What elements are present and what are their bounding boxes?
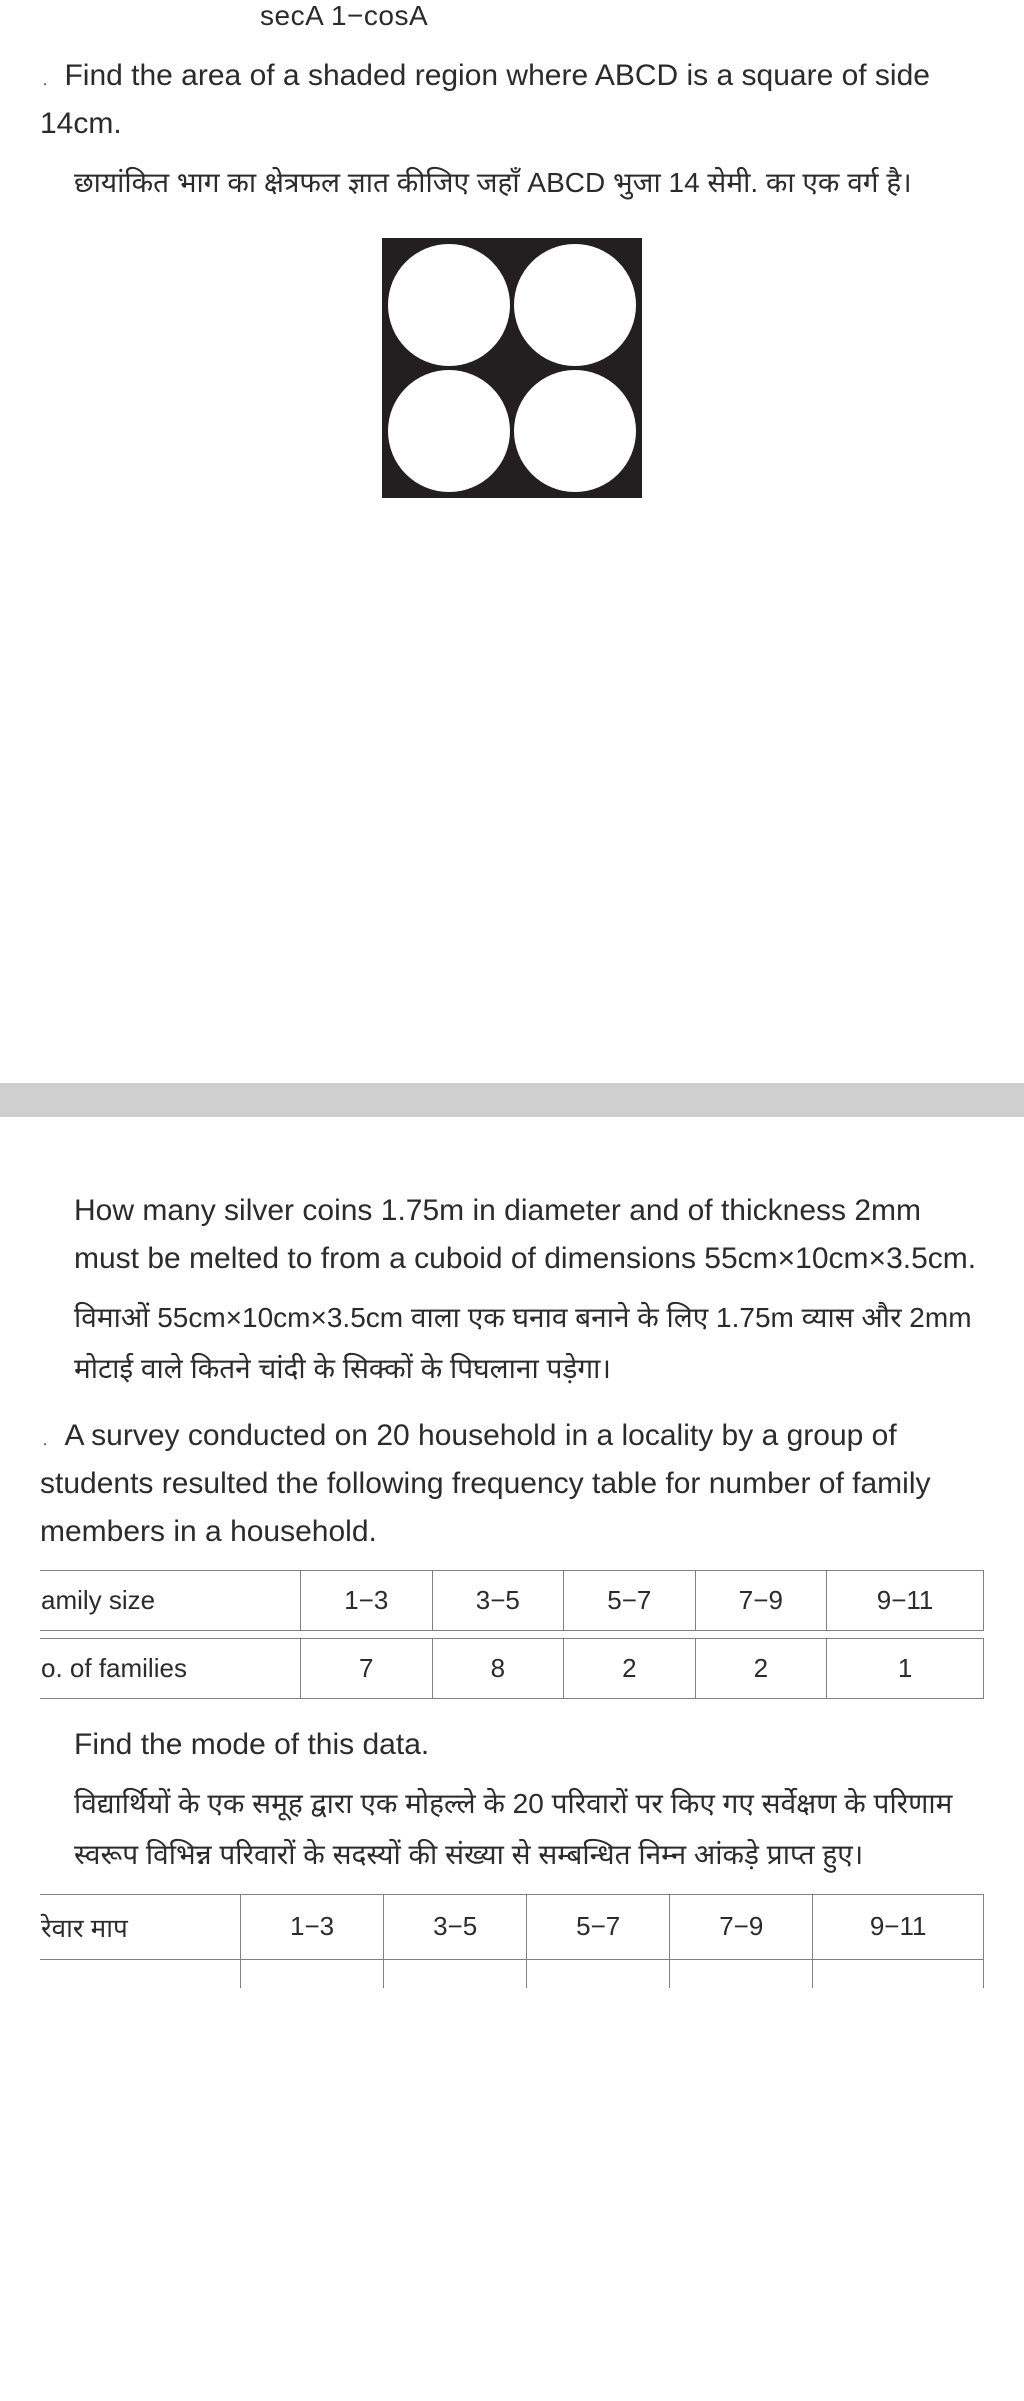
cell: 7 — [301, 1639, 433, 1699]
q3-text-hi: विद्यार्थियों के एक समूह द्वारा एक मोहल्… — [74, 1779, 984, 1880]
table-row: रेवार माप 1−3 3−5 5−7 7−9 9−11 — [41, 1894, 984, 1959]
q1-text-en: Find the area of a shaded region where A… — [40, 59, 930, 140]
cell: 5−7 — [564, 1571, 696, 1631]
cell: 1 — [827, 1639, 984, 1699]
row-header: amily size — [41, 1571, 301, 1631]
q2-text-en: How many silver coins 1.75m in diameter … — [74, 1187, 984, 1283]
circle-top-right — [514, 244, 636, 366]
blank-gap — [40, 563, 984, 1083]
cell: 5−7 — [527, 1894, 670, 1959]
circle-top-left — [388, 244, 510, 366]
cell: 9−11 — [813, 1894, 984, 1959]
bullet-dot: . — [40, 1432, 50, 1450]
cell — [670, 1959, 813, 1988]
row-header — [41, 1959, 241, 1988]
question-2: How many silver coins 1.75m in diameter … — [40, 1187, 984, 1394]
cell: 1−3 — [241, 1894, 384, 1959]
cell — [241, 1959, 384, 1988]
circle-bottom-right — [514, 370, 636, 492]
cell: 3−5 — [432, 1571, 564, 1631]
bullet-dot: . — [40, 72, 50, 90]
document-page: secA 1−cosA . Find the area of a shaded … — [0, 0, 1024, 2051]
formula-fragment: secA 1−cosA — [40, 0, 984, 32]
square-abcd — [382, 238, 642, 498]
q3-find-mode: Find the mode of this data. — [74, 1721, 984, 1769]
question-1: . Find the area of a shaded region where… — [40, 52, 984, 208]
q3-text-en: A survey conducted on 20 household in a … — [40, 1419, 930, 1548]
figure-square-circles — [40, 238, 984, 503]
cell: 2 — [564, 1639, 696, 1699]
cell: 2 — [695, 1639, 827, 1699]
table-row: o. of families 7 8 2 2 1 — [41, 1639, 984, 1699]
cell: 7−9 — [670, 1894, 813, 1959]
question-3: . A survey conducted on 20 household in … — [40, 1412, 984, 1556]
row-header: o. of families — [41, 1639, 301, 1699]
cell — [813, 1959, 984, 1988]
q1-text-hi: छायांकित भाग का क्षेत्रफल ज्ञात कीजिए जह… — [74, 158, 984, 208]
q2-text-hi: विमाओं 55cm×10cm×3.5cm वाला एक घनाव बनान… — [74, 1293, 984, 1394]
cell: 8 — [432, 1639, 564, 1699]
cell: 1−3 — [301, 1571, 433, 1631]
circle-bottom-left — [388, 370, 510, 492]
cell: 9−11 — [827, 1571, 984, 1631]
gray-separator-band — [0, 1083, 1024, 1117]
cell — [527, 1959, 670, 1988]
frequency-table-1: amily size 1−3 3−5 5−7 7−9 9−11 o. of fa… — [40, 1570, 984, 1699]
table-row — [41, 1959, 984, 1988]
table-row: amily size 1−3 3−5 5−7 7−9 9−11 — [41, 1571, 984, 1631]
frequency-table-2: रेवार माप 1−3 3−5 5−7 7−9 9−11 — [40, 1894, 984, 1989]
cell: 3−5 — [384, 1894, 527, 1959]
row-header: रेवार माप — [41, 1894, 241, 1959]
cell — [384, 1959, 527, 1988]
cell: 7−9 — [695, 1571, 827, 1631]
